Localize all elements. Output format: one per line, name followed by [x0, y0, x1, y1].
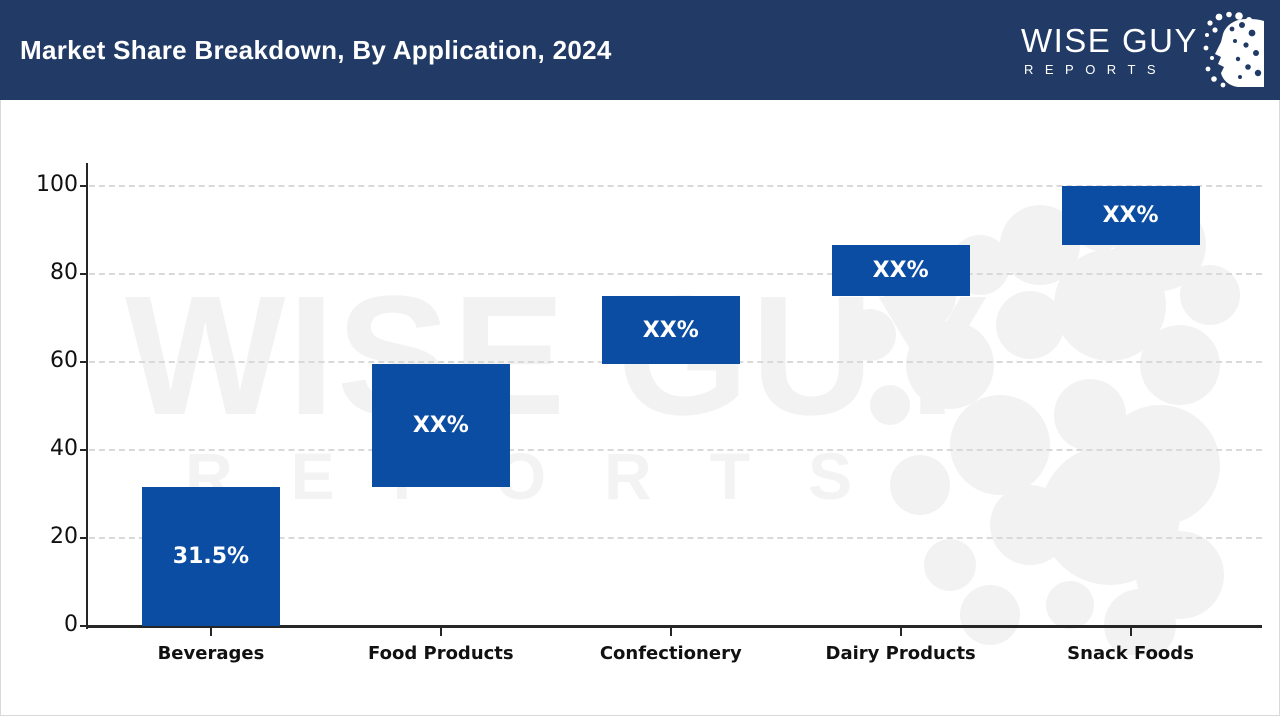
y-tick-label: 80 — [50, 260, 78, 285]
bar-value-label: XX% — [412, 413, 469, 439]
bar-snack-foods: XX% — [1061, 186, 1200, 246]
wiseguy-logo: WISE GUY REPORTS — [1021, 11, 1264, 89]
bar-value-label: XX% — [872, 258, 929, 284]
header: Market Share Breakdown, By Application, … — [0, 0, 1280, 100]
x-axis-label: Dairy Products — [825, 643, 976, 664]
bar-food-products: XX% — [371, 364, 510, 488]
watermark-subtitle: REPORTS — [185, 439, 911, 513]
x-axis-label: Beverages — [157, 643, 265, 664]
page-title: Market Share Breakdown, By Application, … — [20, 34, 612, 65]
logo-subtitle: REPORTS — [1023, 61, 1168, 77]
x-axis-tick — [209, 628, 212, 636]
logo-wordmark: WISE GUY — [1020, 21, 1198, 59]
bar-confectionery: XX% — [601, 296, 740, 365]
bar-value-label: XX% — [1102, 203, 1159, 229]
x-axis-line — [86, 625, 1262, 628]
x-axis-label: Snack Foods — [1067, 643, 1194, 664]
bar-value-label: 31.5% — [172, 544, 250, 570]
bar-value-label: XX% — [642, 317, 699, 343]
y-axis-tick — [80, 625, 87, 627]
x-axis-tick — [1129, 628, 1132, 636]
wiseguy-face-icon — [1203, 11, 1264, 88]
y-axis-tick — [80, 449, 87, 451]
x-axis-label: Confectionery — [599, 643, 742, 664]
y-axis-line — [86, 163, 88, 629]
y-axis-tick — [80, 273, 87, 275]
y-tick-label: 0 — [64, 612, 78, 637]
y-tick-label: 40 — [50, 436, 78, 461]
y-tick-label: 100 — [36, 172, 78, 197]
watermark-face-graphic — [844, 199, 1240, 655]
bar-dairy-products: XX% — [831, 245, 970, 296]
gridline — [89, 449, 1262, 451]
y-axis-tick — [80, 537, 87, 539]
x-axis-tick — [669, 628, 672, 636]
x-axis-tick — [899, 628, 902, 636]
y-tick-label: 60 — [50, 348, 78, 373]
logo-text: WISE GUY REPORTS — [1021, 24, 1198, 77]
gridline — [89, 185, 1262, 187]
x-axis-label: Food Products — [368, 643, 514, 664]
gridline — [89, 273, 1262, 275]
y-axis-tick — [80, 361, 87, 363]
gridline — [89, 537, 1262, 539]
bar-beverages: 31.5% — [141, 487, 280, 626]
y-tick-label: 20 — [50, 524, 78, 549]
x-axis-tick — [439, 628, 442, 636]
y-axis-tick — [80, 185, 87, 187]
